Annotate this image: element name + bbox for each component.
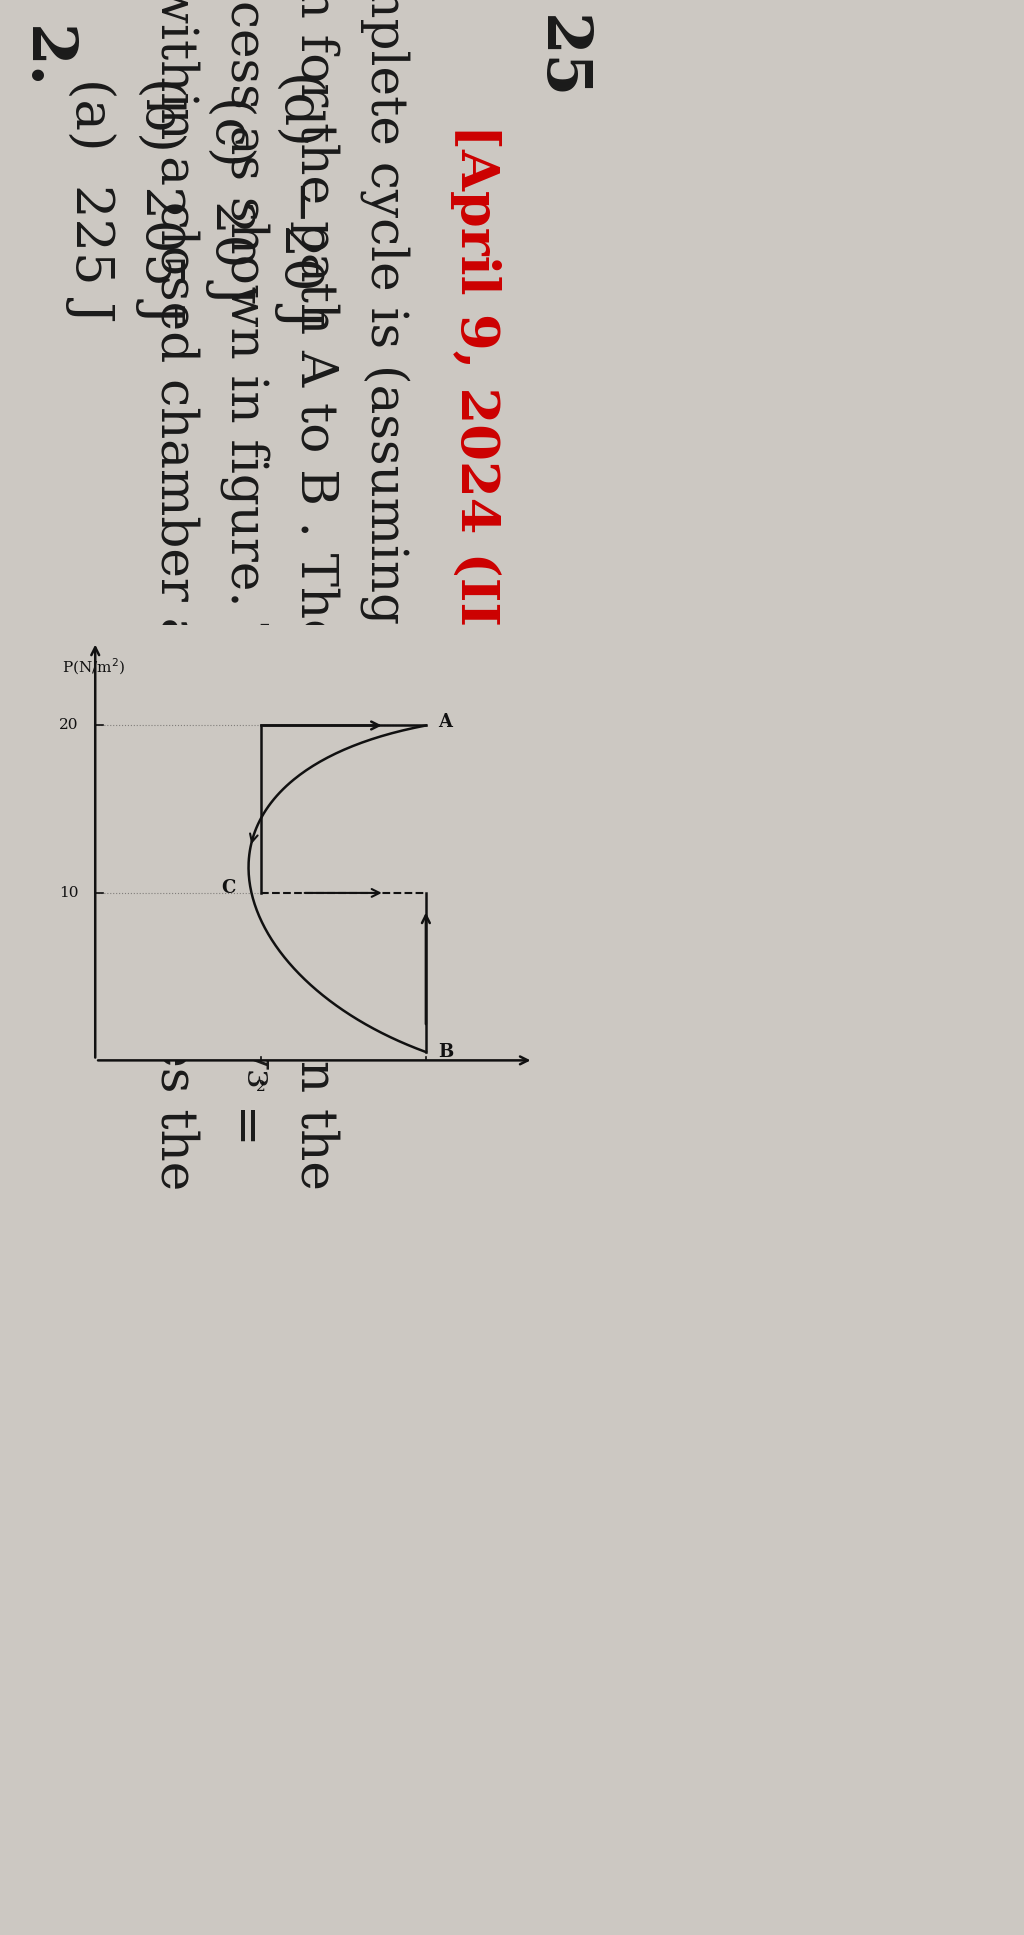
- Text: (d)  −20 J: (d) −20 J: [274, 72, 326, 329]
- Text: RT equation for the path A to B . The net work done in the: RT equation for the path A to B . The ne…: [290, 0, 340, 1190]
- Text: 20: 20: [59, 718, 79, 733]
- Text: (a)  225 J: (a) 225 J: [65, 77, 116, 323]
- Text: P(N/m$^2$): P(N/m$^2$): [62, 656, 126, 677]
- Text: 2: 2: [256, 1080, 265, 1095]
- Text: A real gas within a closed chamber at 27°C undergoes the: A real gas within a closed chamber at 27…: [151, 0, 200, 1190]
- Text: cyclic process as shown in figure. The gas obeys PV³ =: cyclic process as shown in figure. The g…: [220, 0, 270, 1146]
- Text: 25: 25: [530, 15, 590, 101]
- Text: (c)  20 J: (c) 20 J: [205, 95, 256, 304]
- Text: (b)  205 J: (b) 205 J: [134, 77, 185, 323]
- Text: 10: 10: [59, 886, 79, 900]
- Text: A: A: [438, 714, 453, 731]
- Text: C: C: [221, 878, 236, 898]
- Text: [April 9, 2024 (II)]: [April 9, 2024 (II)]: [450, 124, 501, 675]
- Text: B: B: [438, 1043, 454, 1060]
- Text: 2.: 2.: [15, 25, 75, 91]
- Text: complete cycle is (assuming R = 8J/molK):: complete cycle is (assuming R = 8J/molK)…: [360, 0, 410, 987]
